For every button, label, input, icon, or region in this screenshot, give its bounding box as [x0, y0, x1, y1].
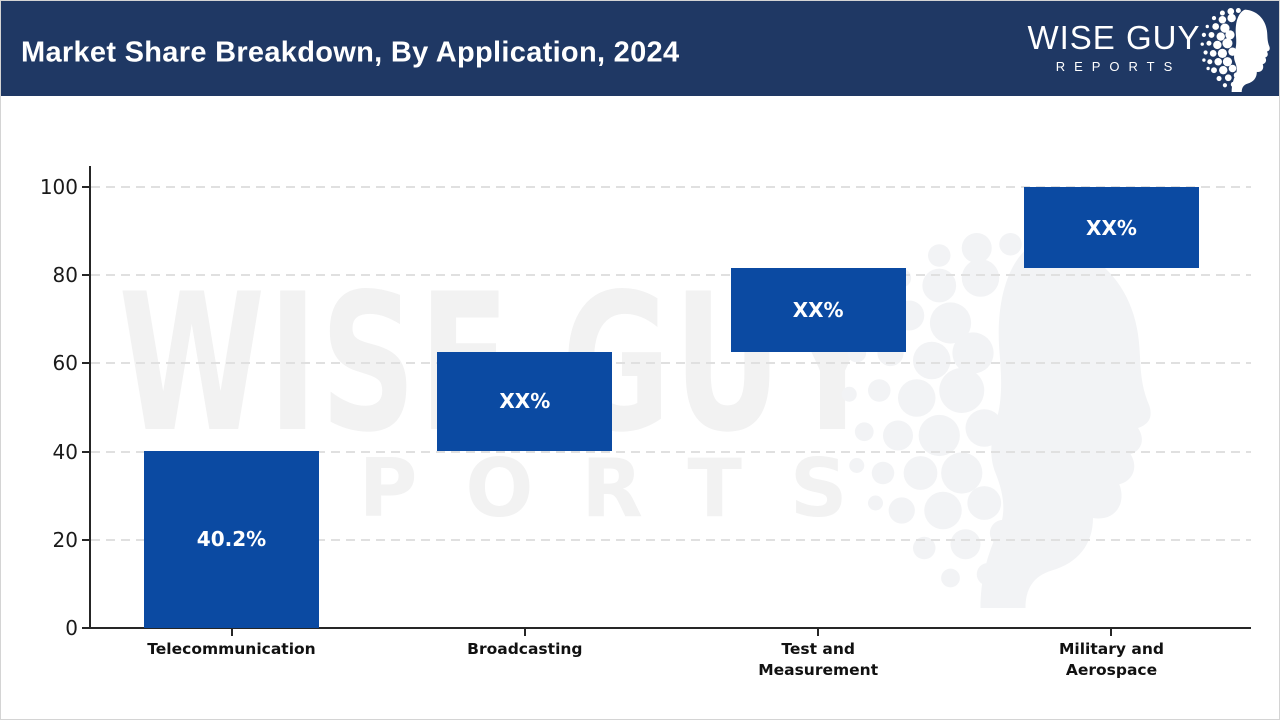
gridline	[91, 538, 1251, 541]
header: Market Share Breakdown, By Application, …	[1, 1, 1279, 96]
y-axis-tick	[82, 362, 89, 365]
brand-name: WISE GUY	[1027, 19, 1201, 56]
x-tick-label: Test and Measurement	[758, 640, 879, 679]
gridline	[91, 362, 1251, 365]
y-tick-label: 80	[52, 263, 78, 288]
page-title: Market Share Breakdown, By Application, …	[21, 36, 680, 69]
watermark-head-icon	[841, 233, 1151, 608]
x-tick-label: Military and Aerospace	[1059, 640, 1164, 679]
y-tick-label: 20	[52, 527, 78, 552]
y-axis-line	[89, 166, 91, 628]
y-tick-label: 0	[65, 616, 78, 640]
y-axis-tick	[82, 627, 89, 629]
x-axis-tick	[817, 629, 820, 636]
gridline	[91, 450, 1251, 453]
brand-logo-text: WISE GUY REPORTS	[1023, 19, 1205, 75]
bar: XX%	[1023, 187, 1199, 269]
bar: XX%	[730, 268, 906, 352]
y-axis-tick	[82, 186, 89, 188]
y-tick-label: 100	[39, 175, 78, 199]
y-tick-label: 60	[52, 351, 78, 376]
gridline	[91, 274, 1251, 277]
bar: 40.2%	[144, 450, 319, 628]
bar-value-label: XX%	[792, 298, 844, 323]
bar-value-label: XX%	[1086, 215, 1137, 240]
x-tick-label: Telecommunication	[147, 640, 316, 658]
y-tick-label: 40	[52, 439, 78, 464]
brand-head-icon	[1200, 8, 1270, 92]
x-axis-line	[89, 627, 1251, 629]
bar-value-label: XX%	[499, 389, 551, 414]
y-axis-tick	[82, 538, 89, 541]
x-tick-label: Broadcasting	[467, 640, 583, 658]
gridline	[91, 186, 1251, 188]
brand-subtitle: REPORTS	[1055, 59, 1182, 74]
bar-value-label: 40.2%	[196, 527, 267, 552]
y-axis-tick	[82, 450, 89, 453]
x-axis-tick	[230, 629, 233, 636]
bar: XX%	[437, 351, 613, 451]
brand-logo: WISE GUY REPORTS	[1023, 8, 1273, 92]
y-axis-tick	[82, 274, 89, 277]
x-axis-tick	[523, 629, 526, 636]
x-axis-tick	[1110, 629, 1113, 636]
